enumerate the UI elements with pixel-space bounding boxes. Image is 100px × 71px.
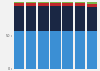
Bar (26, 3, 36, 6)
Bar (74, 2, 85, 3)
Bar (62, 6, 73, 31)
Bar (26, 31, 36, 69)
Bar (74, 3, 85, 6)
Bar (14, 6, 24, 31)
Bar (38, 32, 49, 69)
Bar (14, 31, 24, 69)
Bar (87, 32, 97, 69)
Bar (14, 2, 24, 3)
Bar (14, 3, 24, 6)
Bar (62, 2, 73, 3)
Bar (26, 2, 36, 3)
Bar (26, 6, 36, 31)
Bar (38, 2, 49, 3)
Bar (74, 6, 85, 31)
Bar (50, 2, 61, 3)
Bar (50, 6, 61, 32)
Bar (74, 31, 85, 69)
Bar (87, 2, 97, 4)
Bar (62, 31, 73, 69)
Bar (50, 32, 61, 69)
Bar (62, 3, 73, 6)
Bar (50, 3, 61, 6)
Bar (38, 3, 49, 6)
Bar (38, 6, 49, 32)
Bar (87, 7, 97, 32)
Bar (87, 4, 97, 7)
